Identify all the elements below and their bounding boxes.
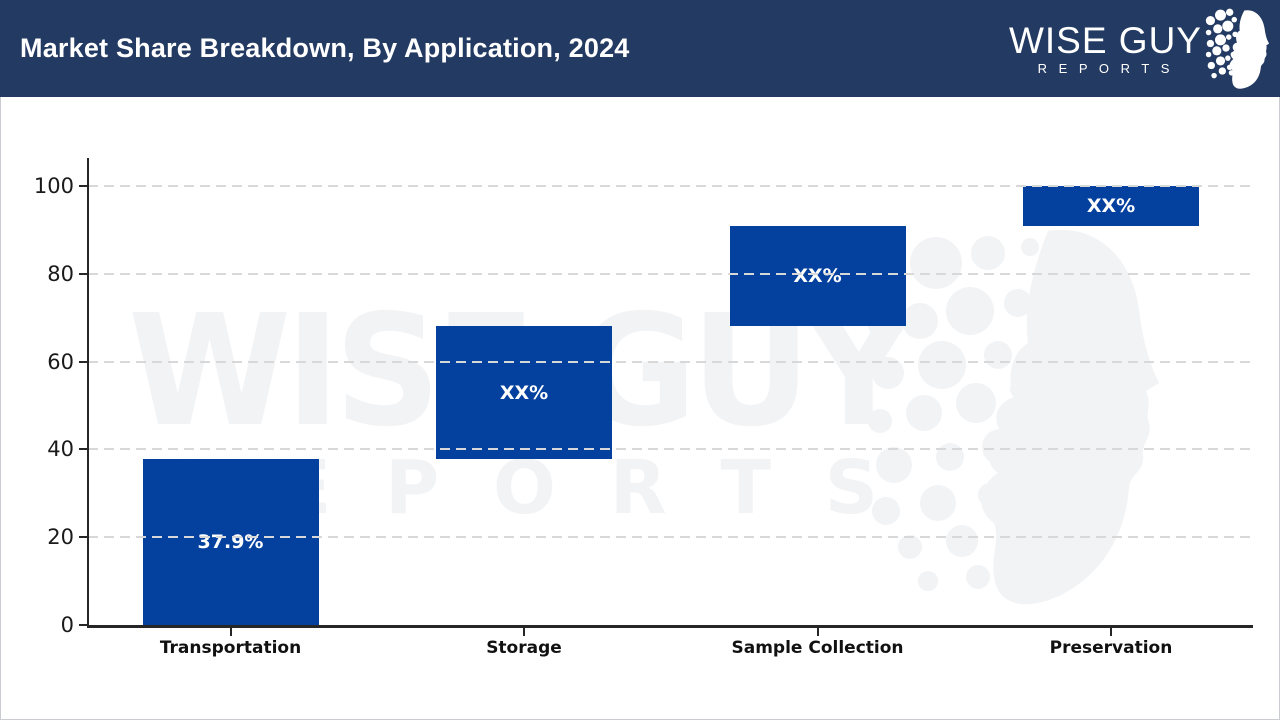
- y-tick-100: [79, 185, 87, 187]
- x-tick-1: [523, 628, 525, 636]
- header-bar: Market Share Breakdown, By Application, …: [0, 0, 1280, 97]
- x-category-label: Transportation: [159, 638, 302, 658]
- gridline-20: [88, 536, 1253, 539]
- page-title: Market Share Breakdown, By Application, …: [20, 33, 630, 63]
- bar-segment: XX%: [729, 225, 906, 327]
- y-tick-label-20: 20: [47, 525, 74, 550]
- logo-wordmark: WISE GUY: [1008, 19, 1202, 61]
- y-tick-label-40: 40: [47, 437, 74, 462]
- x-category-label: Storage: [486, 638, 562, 658]
- logo-wordmark-block: WISE GUY R E P O R T S: [1008, 19, 1202, 77]
- y-tick-20: [79, 536, 87, 539]
- y-tick-label-80: 80: [47, 261, 74, 286]
- bar-segment: XX%: [1023, 186, 1199, 226]
- bar-value-label: XX%: [1086, 194, 1136, 217]
- y-tick-label-0: 0: [60, 613, 74, 637]
- y-tick-60: [79, 360, 87, 363]
- gridline-100: [88, 185, 1253, 187]
- y-tick-40: [79, 448, 87, 451]
- logo-head-icon: [1205, 8, 1270, 89]
- x-tick-3: [1110, 628, 1112, 636]
- gridline-60: [88, 360, 1253, 363]
- gridline-80: [88, 272, 1253, 275]
- watermark-head-icon: [866, 229, 1159, 605]
- y-tick-label-100: 100: [33, 174, 74, 198]
- bar-segment: XX%: [436, 326, 612, 459]
- y-tick-80: [79, 272, 87, 275]
- bar-value-label: XX%: [499, 381, 549, 404]
- wiseguy-logo: WISE GUY R E P O R T S: [1009, 4, 1270, 94]
- x-tick-2: [816, 628, 819, 636]
- bar-segment: 37.9%: [142, 458, 319, 625]
- x-tick-0: [229, 628, 232, 636]
- y-tick-label-60: 60: [47, 349, 74, 374]
- x-axis-line: [87, 625, 1253, 628]
- gridline-40: [88, 448, 1253, 451]
- x-category-label: Preservation: [1049, 638, 1173, 658]
- y-axis-line: [87, 158, 89, 627]
- bar-value-label: XX%: [793, 264, 842, 287]
- bar-value-label: 37.9%: [197, 530, 264, 553]
- logo-subtext: R E P O R T S: [1037, 61, 1174, 77]
- y-tick-0: [79, 624, 87, 626]
- x-category-label: Sample Collection: [731, 638, 904, 658]
